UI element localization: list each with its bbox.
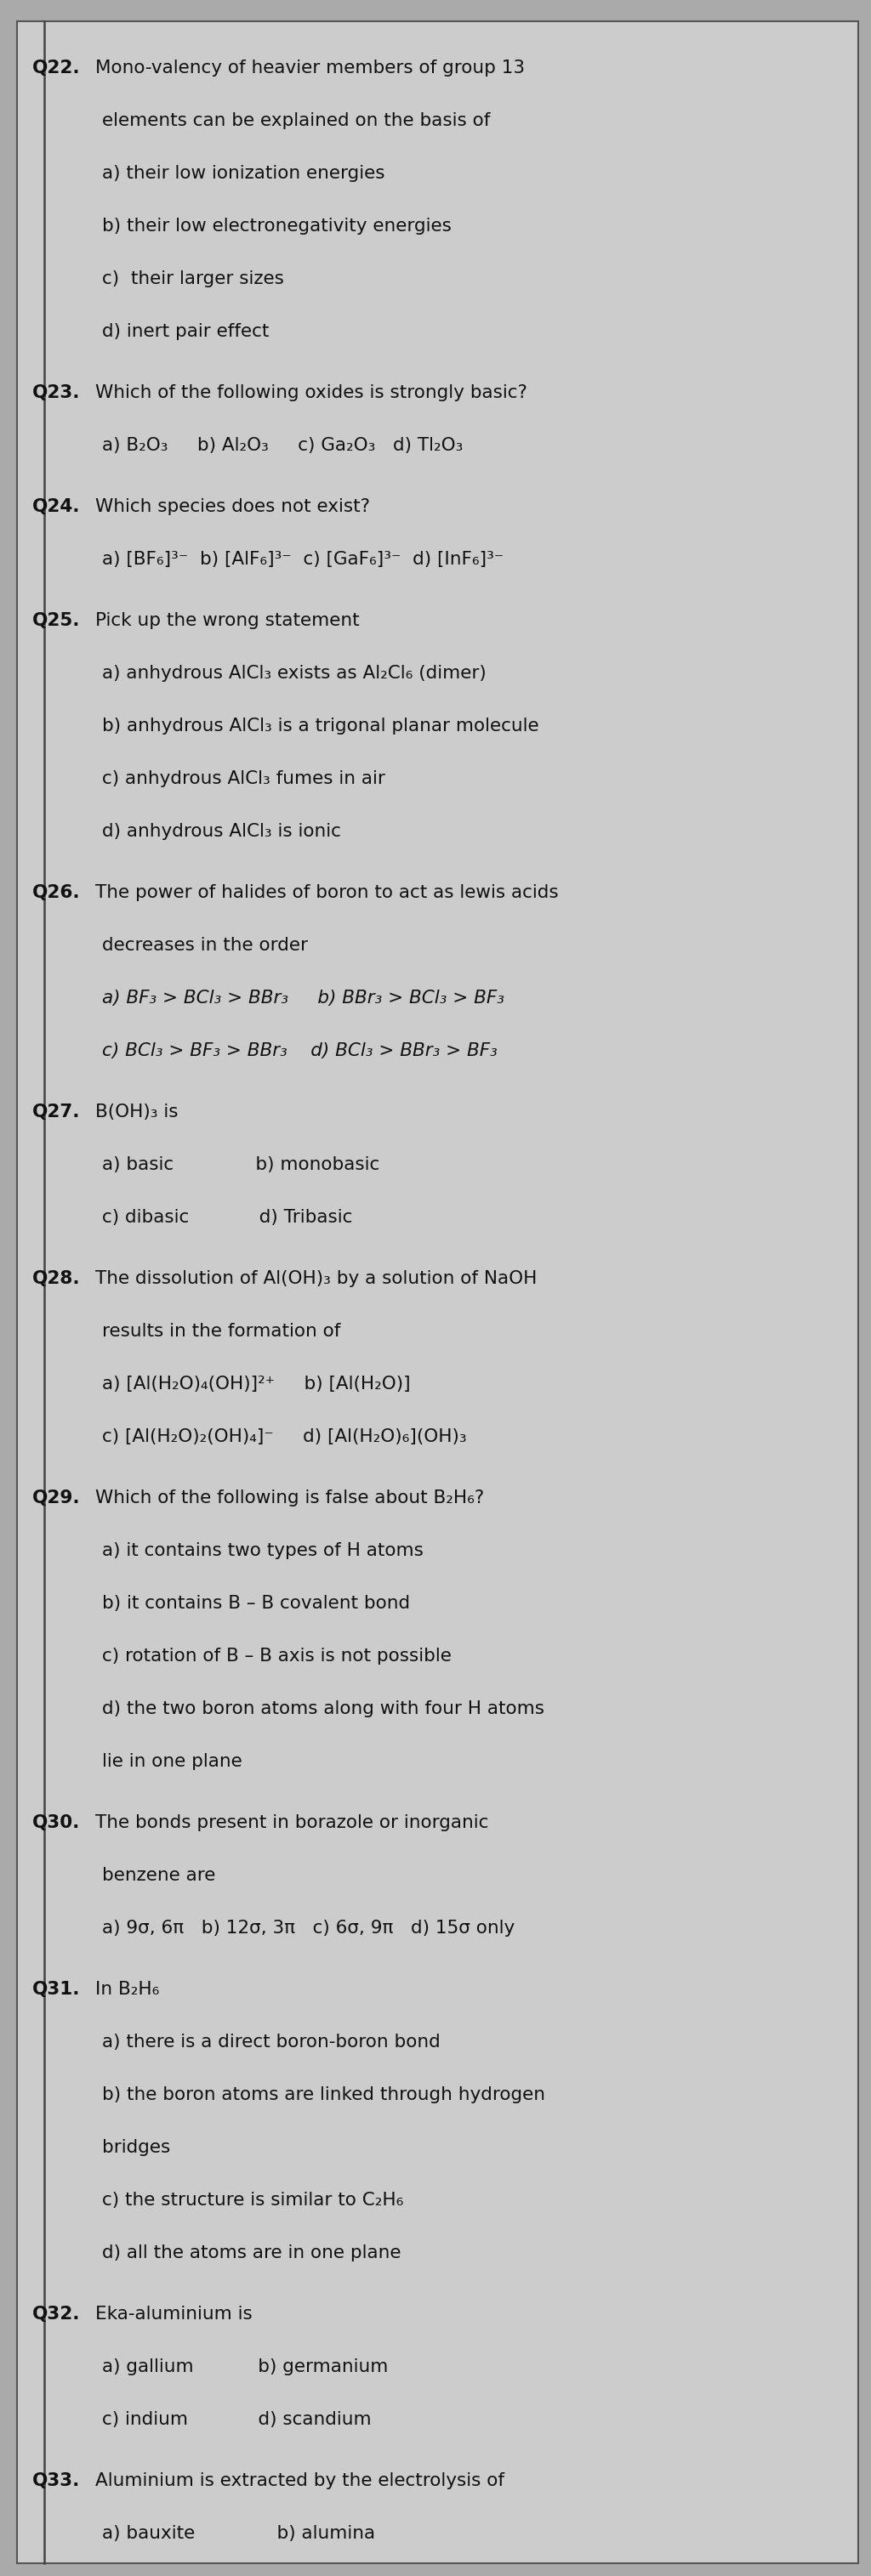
Text: Q22.: Q22. — [32, 59, 80, 77]
Text: benzene are: benzene are — [102, 1868, 215, 1883]
Text: Q29.: Q29. — [32, 1489, 80, 1507]
Text: Mono-valency of heavier members of group 13: Mono-valency of heavier members of group… — [95, 59, 525, 77]
Text: Q23.: Q23. — [32, 384, 80, 402]
Text: a) 9σ, 6π   b) 12σ, 3π   c) 6σ, 9π   d) 15σ only: a) 9σ, 6π b) 12σ, 3π c) 6σ, 9π d) 15σ on… — [102, 1919, 515, 1937]
Text: a) their low ionization energies: a) their low ionization energies — [102, 165, 385, 183]
Text: Aluminium is extracted by the electrolysis of: Aluminium is extracted by the electrolys… — [95, 2473, 504, 2488]
Text: c) the structure is similar to C₂H₆: c) the structure is similar to C₂H₆ — [102, 2192, 403, 2208]
Text: The bonds present in borazole or inorganic: The bonds present in borazole or inorgan… — [95, 1814, 489, 1832]
Text: Which of the following oxides is strongly basic?: Which of the following oxides is strongl… — [95, 384, 527, 402]
Text: Q32.: Q32. — [32, 2306, 80, 2324]
Text: elements can be explained on the basis of: elements can be explained on the basis o… — [102, 113, 490, 129]
Text: d) anhydrous AlCl₃ is ionic: d) anhydrous AlCl₃ is ionic — [102, 822, 341, 840]
Text: c) anhydrous AlCl₃ fumes in air: c) anhydrous AlCl₃ fumes in air — [102, 770, 385, 788]
Text: In B₂H₆: In B₂H₆ — [95, 1981, 159, 1999]
Text: Q24.: Q24. — [32, 497, 80, 515]
Text: d) all the atoms are in one plane: d) all the atoms are in one plane — [102, 2244, 401, 2262]
Text: B(OH)₃ is: B(OH)₃ is — [95, 1103, 179, 1121]
Text: b) their low electronegativity energies: b) their low electronegativity energies — [102, 216, 451, 234]
Text: Q31.: Q31. — [32, 1981, 80, 1999]
Text: a) [BF₆]³⁻  b) [AlF₆]³⁻  c) [GaF₆]³⁻  d) [InF₆]³⁻: a) [BF₆]³⁻ b) [AlF₆]³⁻ c) [GaF₆]³⁻ d) [I… — [102, 551, 503, 567]
Text: a) there is a direct boron-boron bond: a) there is a direct boron-boron bond — [102, 2032, 441, 2050]
Text: Q30.: Q30. — [32, 1814, 80, 1832]
Text: a) basic              b) monobasic: a) basic b) monobasic — [102, 1157, 380, 1172]
Text: Q27.: Q27. — [32, 1103, 80, 1121]
Text: b) it contains B – B covalent bond: b) it contains B – B covalent bond — [102, 1595, 410, 1613]
Text: b) anhydrous AlCl₃ is a trigonal planar molecule: b) anhydrous AlCl₃ is a trigonal planar … — [102, 719, 539, 734]
Text: Q25.: Q25. — [32, 613, 80, 629]
Text: Pick up the wrong statement: Pick up the wrong statement — [95, 613, 360, 629]
Text: c) [Al(H₂O)₂(OH)₄]⁻     d) [Al(H₂O)₆](OH)₃: c) [Al(H₂O)₂(OH)₄]⁻ d) [Al(H₂O)₆](OH)₃ — [102, 1427, 467, 1445]
Text: Which species does not exist?: Which species does not exist? — [95, 497, 370, 515]
Text: a) anhydrous AlCl₃ exists as Al₂Cl₆ (dimer): a) anhydrous AlCl₃ exists as Al₂Cl₆ (dim… — [102, 665, 486, 683]
Text: c) dibasic            d) Tribasic: c) dibasic d) Tribasic — [102, 1208, 353, 1226]
Text: a) [Al(H₂O)₄(OH)]²⁺     b) [Al(H₂O)]: a) [Al(H₂O)₄(OH)]²⁺ b) [Al(H₂O)] — [102, 1376, 410, 1394]
Text: a) B₂O₃     b) Al₂O₃     c) Ga₂O₃   d) Tl₂O₃: a) B₂O₃ b) Al₂O₃ c) Ga₂O₃ d) Tl₂O₃ — [102, 438, 463, 453]
Text: The power of halides of boron to act as lewis acids: The power of halides of boron to act as … — [95, 884, 558, 902]
Text: a) it contains two types of H atoms: a) it contains two types of H atoms — [102, 1543, 423, 1558]
Text: a) bauxite              b) alumina: a) bauxite b) alumina — [102, 2524, 375, 2543]
Text: bridges: bridges — [102, 2138, 171, 2156]
Text: The dissolution of Al(OH)₃ by a solution of NaOH: The dissolution of Al(OH)₃ by a solution… — [95, 1270, 537, 1288]
Text: Q33.: Q33. — [32, 2473, 80, 2488]
Text: decreases in the order: decreases in the order — [102, 938, 308, 953]
Text: Q26.: Q26. — [32, 884, 80, 902]
Text: c)  their larger sizes: c) their larger sizes — [102, 270, 284, 289]
Text: a) gallium           b) germanium: a) gallium b) germanium — [102, 2360, 388, 2375]
Text: a) BF₃ > BCl₃ > BBr₃     b) BBr₃ > BCl₃ > BF₃: a) BF₃ > BCl₃ > BBr₃ b) BBr₃ > BCl₃ > BF… — [102, 989, 504, 1007]
Text: c) indium            d) scandium: c) indium d) scandium — [102, 2411, 371, 2429]
Text: d) inert pair effect: d) inert pair effect — [102, 322, 269, 340]
Text: Eka-aluminium is: Eka-aluminium is — [95, 2306, 253, 2324]
Text: Which of the following is false about B₂H₆?: Which of the following is false about B₂… — [95, 1489, 484, 1507]
Text: lie in one plane: lie in one plane — [102, 1754, 242, 1770]
Text: d) the two boron atoms along with four H atoms: d) the two boron atoms along with four H… — [102, 1700, 544, 1718]
Text: b) the boron atoms are linked through hydrogen: b) the boron atoms are linked through hy… — [102, 2087, 545, 2105]
Text: c) BCl₃ > BF₃ > BBr₃    d) BCl₃ > BBr₃ > BF₃: c) BCl₃ > BF₃ > BBr₃ d) BCl₃ > BBr₃ > BF… — [102, 1043, 497, 1059]
Text: Q28.: Q28. — [32, 1270, 80, 1288]
Text: results in the formation of: results in the formation of — [102, 1324, 341, 1340]
Text: c) rotation of B – B axis is not possible: c) rotation of B – B axis is not possibl… — [102, 1649, 451, 1664]
